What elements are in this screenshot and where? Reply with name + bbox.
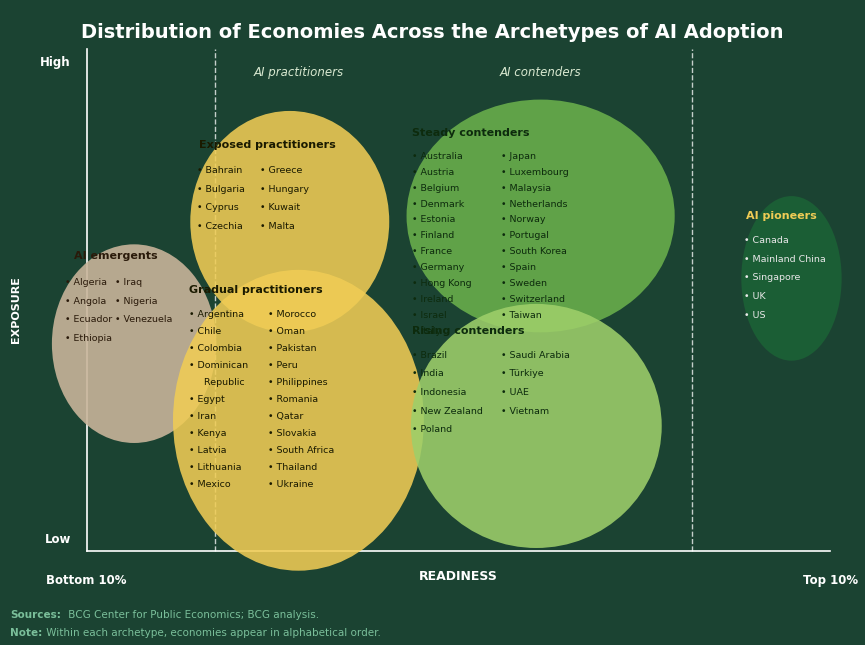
Text: • Indonesia: • Indonesia: [412, 388, 466, 397]
Text: • Bulgaria: • Bulgaria: [197, 184, 245, 194]
Text: AI practitioners: AI practitioners: [253, 66, 343, 79]
Text: • Romania: • Romania: [268, 395, 318, 404]
Text: • Oman: • Oman: [268, 326, 305, 335]
Text: • Pakistan: • Pakistan: [268, 344, 317, 353]
Text: • Dominican: • Dominican: [189, 361, 247, 370]
Text: • Israel: • Israel: [412, 311, 446, 320]
Text: • Kenya: • Kenya: [189, 429, 226, 438]
Text: • Iraq: • Iraq: [115, 278, 142, 287]
Text: • Slovakia: • Slovakia: [268, 429, 317, 438]
Text: • Poland: • Poland: [412, 426, 452, 435]
Text: • Norway: • Norway: [501, 215, 545, 224]
Ellipse shape: [407, 99, 675, 332]
Text: AI emergents: AI emergents: [74, 251, 157, 261]
Text: • Belgium: • Belgium: [412, 184, 459, 193]
Text: AI contenders: AI contenders: [500, 66, 581, 79]
Text: Steady contenders: Steady contenders: [412, 128, 529, 137]
Text: • Hong Kong: • Hong Kong: [412, 279, 471, 288]
Text: AI pioneers: AI pioneers: [746, 211, 817, 221]
Text: • Luxembourg: • Luxembourg: [501, 168, 568, 177]
Text: Rising contenders: Rising contenders: [412, 326, 524, 336]
Text: Low: Low: [45, 533, 71, 546]
Text: • Portugal: • Portugal: [501, 232, 548, 241]
Text: • Hungary: • Hungary: [260, 184, 309, 194]
Text: • New Zealand: • New Zealand: [412, 407, 483, 415]
Text: • Egypt: • Egypt: [189, 395, 224, 404]
Text: • Malaysia: • Malaysia: [501, 184, 551, 193]
Text: • Greece: • Greece: [260, 166, 302, 175]
Text: • Peru: • Peru: [268, 361, 298, 370]
Text: • Switzerland: • Switzerland: [501, 295, 565, 304]
Text: • Colombia: • Colombia: [189, 344, 241, 353]
Ellipse shape: [190, 111, 389, 332]
Text: • Nigeria: • Nigeria: [115, 297, 157, 306]
Text: • Sweden: • Sweden: [501, 279, 547, 288]
Text: • Argentina: • Argentina: [189, 310, 244, 319]
Text: • Brazil: • Brazil: [412, 350, 446, 359]
Text: Top 10%: Top 10%: [803, 573, 858, 586]
Text: Republic: Republic: [195, 378, 245, 387]
Ellipse shape: [173, 270, 424, 571]
Text: • Denmark: • Denmark: [412, 199, 464, 208]
Ellipse shape: [52, 244, 216, 443]
Text: • Mainland China: • Mainland China: [744, 255, 826, 264]
Ellipse shape: [741, 196, 842, 361]
Text: Bottom 10%: Bottom 10%: [46, 573, 127, 586]
Text: Note:: Note:: [10, 628, 42, 638]
Text: • Angola: • Angola: [65, 297, 106, 306]
Text: • Thailand: • Thailand: [268, 463, 317, 472]
Text: • Canada: • Canada: [744, 236, 789, 245]
Text: • Lithuania: • Lithuania: [189, 463, 241, 472]
Text: • Czechia: • Czechia: [197, 223, 243, 231]
Text: • Ecuador: • Ecuador: [65, 315, 112, 324]
Ellipse shape: [411, 304, 662, 548]
Text: Gradual practitioners: Gradual practitioners: [189, 284, 322, 295]
Text: • Philippines: • Philippines: [268, 378, 328, 387]
Text: • Kuwait: • Kuwait: [260, 204, 299, 212]
Text: • Austria: • Austria: [412, 168, 454, 177]
Text: • India: • India: [412, 369, 444, 378]
Text: • Morocco: • Morocco: [268, 310, 317, 319]
Text: • US: • US: [744, 311, 766, 320]
Text: • Vietnam: • Vietnam: [501, 407, 549, 415]
Text: • Australia: • Australia: [412, 152, 463, 161]
Text: • Italy: • Italy: [412, 326, 441, 335]
Text: • Japan: • Japan: [501, 152, 535, 161]
Text: • Venezuela: • Venezuela: [115, 315, 172, 324]
Text: • Qatar: • Qatar: [268, 412, 304, 421]
Text: Within each archetype, economies appear in alphabetical order.: Within each archetype, economies appear …: [43, 628, 381, 638]
Text: • Bahrain: • Bahrain: [197, 166, 242, 175]
Text: • Netherlands: • Netherlands: [501, 199, 567, 208]
Text: • Ireland: • Ireland: [412, 295, 453, 304]
Text: • South Africa: • South Africa: [268, 446, 335, 455]
Text: • Estonia: • Estonia: [412, 215, 455, 224]
Text: High: High: [41, 56, 71, 69]
Text: • Algeria: • Algeria: [65, 278, 107, 287]
Text: • Spain: • Spain: [501, 263, 535, 272]
Text: • South Korea: • South Korea: [501, 247, 567, 256]
Text: • Malta: • Malta: [260, 223, 294, 231]
Text: • Finland: • Finland: [412, 232, 454, 241]
Text: • Latvia: • Latvia: [189, 446, 226, 455]
Text: • Chile: • Chile: [189, 326, 221, 335]
Text: READINESS: READINESS: [419, 570, 498, 583]
Text: • UAE: • UAE: [501, 388, 529, 397]
Text: • Taiwan: • Taiwan: [501, 311, 541, 320]
Text: • UK: • UK: [744, 292, 766, 301]
Text: • Ukraine: • Ukraine: [268, 480, 313, 489]
Text: • Ethiopia: • Ethiopia: [65, 334, 112, 343]
Text: • Singapore: • Singapore: [744, 273, 800, 283]
Text: Exposed practitioners: Exposed practitioners: [199, 140, 336, 150]
Text: • Germany: • Germany: [412, 263, 464, 272]
Text: Distribution of Economies Across the Archetypes of AI Adoption: Distribution of Economies Across the Arc…: [81, 23, 784, 41]
Text: • Saudi Arabia: • Saudi Arabia: [501, 350, 570, 359]
Text: • Cyprus: • Cyprus: [197, 204, 239, 212]
Text: BCG Center for Public Economics; BCG analysis.: BCG Center for Public Economics; BCG ana…: [65, 610, 319, 620]
Text: • Iran: • Iran: [189, 412, 215, 421]
Text: • Türkiye: • Türkiye: [501, 369, 543, 378]
Text: Sources:: Sources:: [10, 610, 61, 620]
Text: EXPOSURE: EXPOSURE: [10, 276, 21, 343]
Text: • France: • France: [412, 247, 452, 256]
Text: • Mexico: • Mexico: [189, 480, 230, 489]
